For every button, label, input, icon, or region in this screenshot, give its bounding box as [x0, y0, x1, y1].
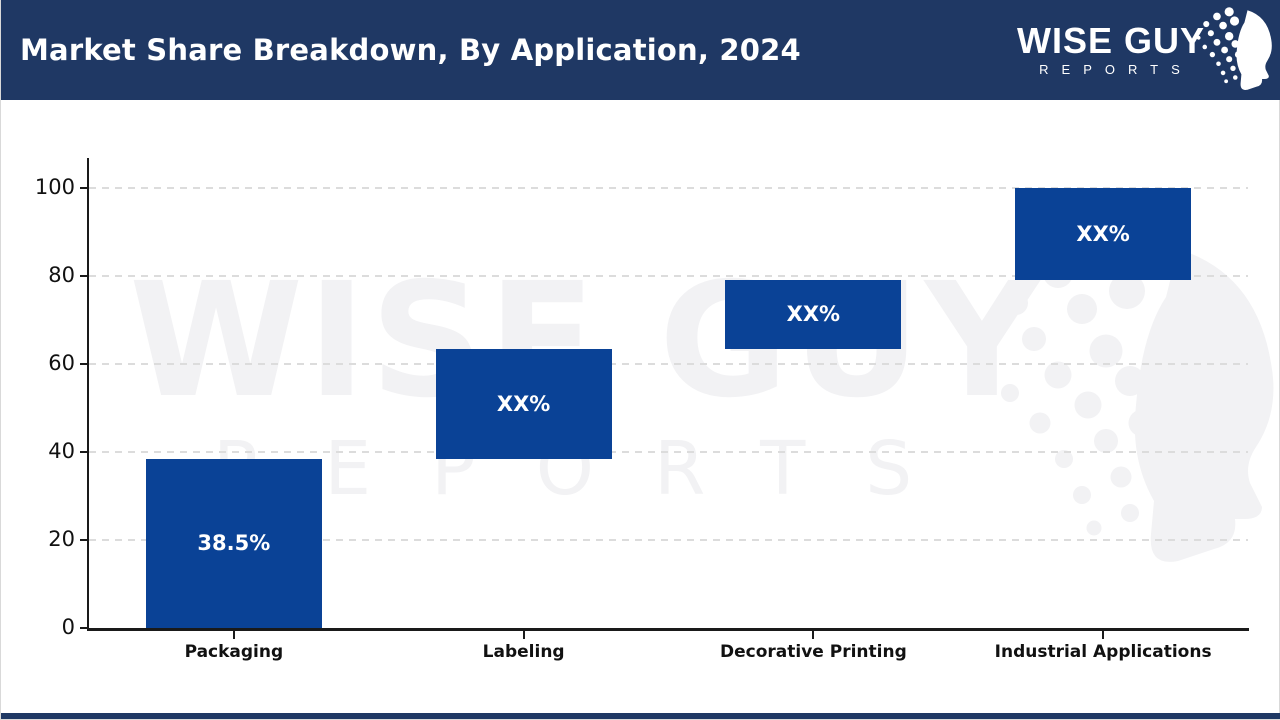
- y-tick-20: [80, 539, 89, 541]
- gridline-100: [89, 187, 1248, 189]
- bar-industrial-applications: XX%: [1015, 188, 1192, 281]
- x-tick-2: [812, 631, 815, 639]
- x-category-label: Decorative Printing: [720, 642, 907, 662]
- page-title: Market Share Breakdown, By Application, …: [20, 33, 801, 67]
- y-tick-label-80: 80: [48, 263, 75, 287]
- bar-decorative-printing: XX%: [725, 280, 902, 349]
- y-tick-label-100: 100: [34, 175, 75, 199]
- y-tick-label-40: 40: [48, 439, 75, 463]
- y-tick-label-0: 0: [61, 615, 75, 639]
- y-tick-label-60: 60: [48, 351, 75, 375]
- bar-value-label: 38.5%: [197, 531, 271, 556]
- y-tick-60: [80, 363, 89, 365]
- x-axis-line: [87, 628, 1249, 631]
- brand-logo: WISE GUY REPORTS: [1017, 4, 1275, 96]
- gridline-40: [89, 451, 1248, 453]
- bar-value-label: XX%: [496, 391, 551, 416]
- brand-subname: REPORTS: [1039, 62, 1193, 77]
- footer-bar: [1, 713, 1280, 719]
- gridline-80: [89, 275, 1248, 277]
- x-tick-0: [232, 631, 235, 639]
- gridline-20: [89, 539, 1248, 541]
- x-category-label: Industrial Applications: [994, 642, 1212, 662]
- y-tick-0: [80, 627, 89, 629]
- y-axis-line: [87, 158, 89, 630]
- y-tick-100: [80, 187, 89, 189]
- x-category-label: Labeling: [482, 642, 565, 662]
- header: Market Share Breakdown, By Application, …: [1, 0, 1280, 100]
- x-tick-3: [1102, 631, 1105, 639]
- y-tick-80: [80, 275, 89, 277]
- bar-value-label: XX%: [1076, 222, 1130, 247]
- bar-value-label: XX%: [786, 302, 841, 327]
- y-tick-label-20: 20: [48, 527, 75, 551]
- x-category-label: Packaging: [184, 642, 284, 662]
- x-tick-1: [522, 631, 525, 639]
- y-tick-40: [80, 451, 89, 453]
- brand-name: WISE GUY: [1016, 20, 1205, 61]
- bar-labeling: XX%: [435, 348, 612, 459]
- gridline-60: [89, 363, 1248, 365]
- bar-packaging: 38.5%: [145, 458, 322, 628]
- face-profile-icon: [1196, 7, 1272, 90]
- brand-logo-text: WISE GUY REPORTS: [1016, 20, 1205, 78]
